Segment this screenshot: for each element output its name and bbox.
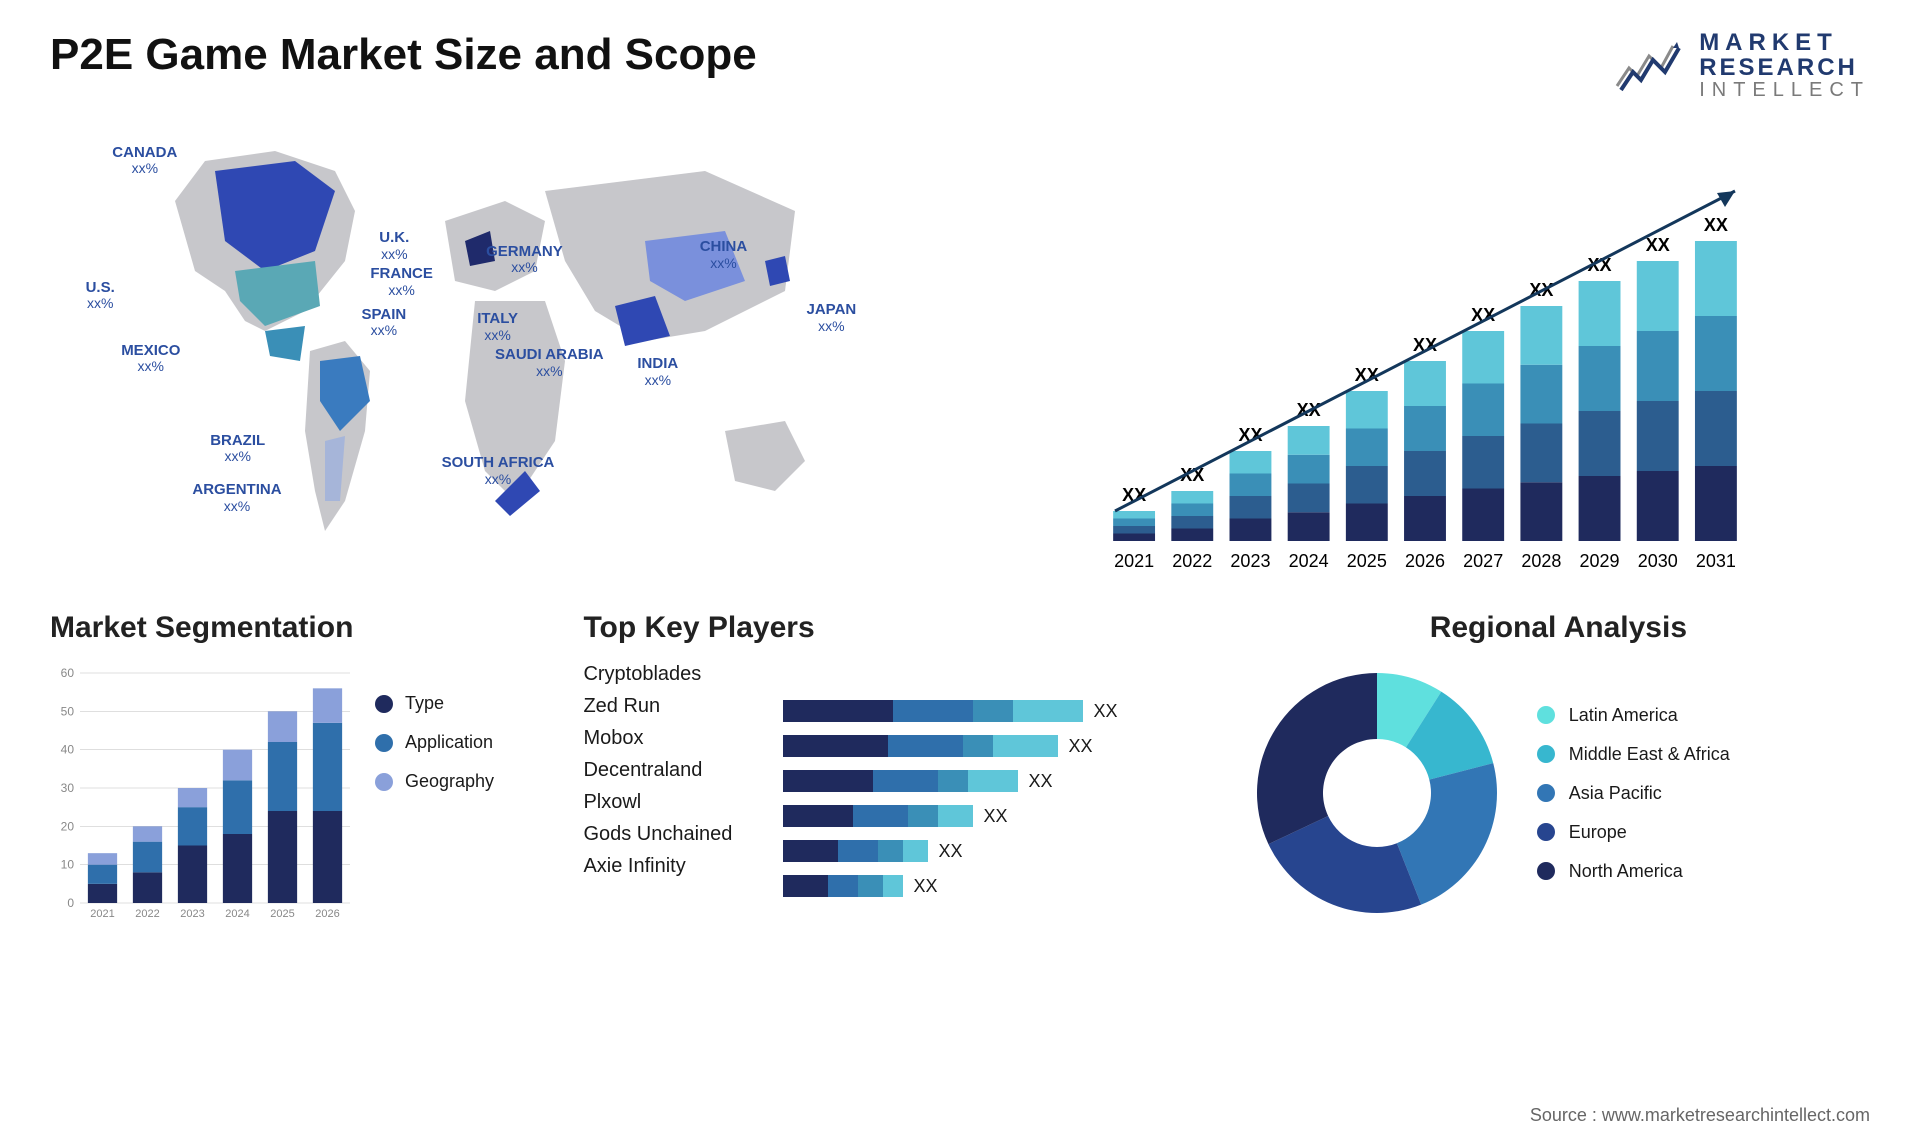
map-label: ITALYxx% [477, 311, 518, 343]
map-label: JAPANxx% [807, 302, 857, 334]
player-label: Gods Unchained [583, 823, 763, 846]
player-bar-row: XX [783, 733, 1206, 759]
map-label: MEXICOxx% [121, 343, 180, 375]
map-label: INDIAxx% [637, 356, 678, 388]
map-label: CANADAxx% [112, 145, 177, 177]
growth-chart: XX2021XX2022XX2023XX2024XX2025XX2026XX20… [980, 131, 1870, 581]
svg-text:2022: 2022 [1172, 551, 1212, 571]
svg-text:50: 50 [61, 705, 75, 719]
map-label: U.K.xx% [379, 230, 409, 262]
player-bar-row [783, 663, 1206, 689]
logo-line2: RESEARCH [1699, 55, 1870, 80]
map-label: U.S.xx% [86, 280, 115, 312]
source-text: Source : www.marketresearchintellect.com [1530, 1105, 1870, 1126]
players-chart: Cryptoblades Zed Run Mobox Decentraland Plxo… [583, 663, 1206, 899]
player-label: Axie Infinity [583, 855, 763, 878]
svg-text:2031: 2031 [1696, 551, 1736, 571]
legend-item: Application [375, 732, 494, 753]
regional-title: Regional Analysis [1247, 611, 1870, 645]
map-label: SOUTH AFRICAxx% [442, 455, 555, 487]
segmentation-legend: Type Application Geography [375, 663, 494, 923]
map-label: FRANCExx% [370, 266, 433, 298]
svg-text:XX: XX [1646, 235, 1670, 255]
player-bar-row: XX [783, 838, 1206, 864]
player-bar-row: XX [783, 803, 1206, 829]
map-label: GERMANYxx% [486, 244, 563, 276]
svg-text:2024: 2024 [225, 908, 249, 920]
segmentation-chart: 0 10 20 30 40 50 60 2021 2022 2023 2024 2025 2026 [50, 663, 350, 923]
map-label: SAUDI ARABIAxx% [495, 347, 604, 379]
svg-text:0: 0 [67, 896, 74, 910]
svg-text:2029: 2029 [1580, 551, 1620, 571]
regional-donut [1247, 663, 1507, 923]
svg-text:2022: 2022 [135, 908, 159, 920]
svg-text:2030: 2030 [1638, 551, 1678, 571]
svg-text:30: 30 [61, 781, 75, 795]
player-bar-row: XX [783, 873, 1206, 899]
page-title: P2E Game Market Size and Scope [50, 30, 757, 80]
svg-text:60: 60 [61, 666, 75, 680]
svg-text:2023: 2023 [1230, 551, 1270, 571]
legend-item: North America [1537, 861, 1730, 882]
svg-text:40: 40 [61, 743, 75, 757]
svg-text:2027: 2027 [1463, 551, 1503, 571]
legend-item: Europe [1537, 822, 1730, 843]
svg-text:10: 10 [61, 858, 75, 872]
player-bar-row: XX [783, 768, 1206, 794]
legend-item: Asia Pacific [1537, 783, 1730, 804]
svg-text:2021: 2021 [90, 908, 114, 920]
map-label: SPAINxx% [362, 307, 407, 339]
svg-text:2028: 2028 [1521, 551, 1561, 571]
svg-text:2026: 2026 [1405, 551, 1445, 571]
player-label: Mobox [583, 727, 763, 750]
segmentation-title: Market Segmentation [50, 611, 543, 645]
player-label: Decentraland [583, 759, 763, 782]
legend-item: Geography [375, 771, 494, 792]
map-label: CHINAxx% [700, 239, 748, 271]
svg-text:2021: 2021 [1114, 551, 1154, 571]
player-bar-row: XX [783, 698, 1206, 724]
svg-text:20: 20 [61, 820, 75, 834]
svg-text:XX: XX [1704, 215, 1728, 235]
svg-text:2025: 2025 [1347, 551, 1387, 571]
players-title: Top Key Players [583, 611, 1206, 645]
world-map-chart: CANADAxx% U.S.xx% MEXICOxx% BRAZILxx% ARGENT… [50, 131, 940, 581]
svg-text:2024: 2024 [1289, 551, 1329, 571]
legend-item: Latin America [1537, 705, 1730, 726]
legend-item: Type [375, 693, 494, 714]
svg-text:2023: 2023 [180, 908, 204, 920]
regional-legend: Latin America Middle East & Africa Asia Pa… [1537, 705, 1730, 882]
brand-logo: MARKET RESEARCH INTELLECT [1615, 30, 1870, 101]
svg-text:2025: 2025 [270, 908, 294, 920]
player-label: Cryptoblades [583, 663, 763, 686]
player-label: Zed Run [583, 695, 763, 718]
player-label: Plxowl [583, 791, 763, 814]
logo-line3: INTELLECT [1699, 80, 1870, 101]
svg-text:2026: 2026 [315, 908, 339, 920]
logo-line1: MARKET [1699, 30, 1870, 55]
legend-item: Middle East & Africa [1537, 744, 1730, 765]
map-label: BRAZILxx% [210, 433, 265, 465]
logo-icon [1615, 38, 1685, 94]
map-label: ARGENTINAxx% [192, 482, 281, 514]
